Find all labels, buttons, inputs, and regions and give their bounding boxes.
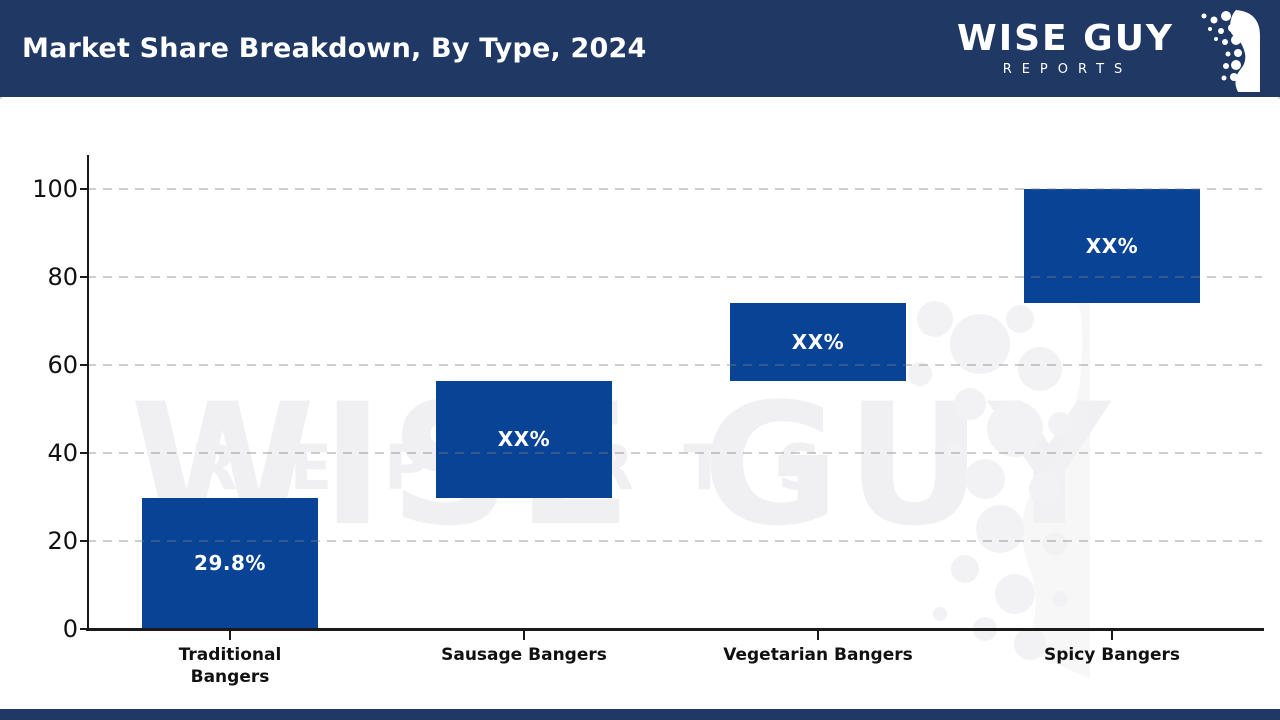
watermark-face-icon xyxy=(854,259,1090,679)
y-tick-label-100: 100 xyxy=(32,175,78,203)
y-tick-mark-100 xyxy=(80,188,88,190)
x-tick-label-3: Spicy Bangers xyxy=(1043,645,1181,665)
y-tick-label-60: 60 xyxy=(47,351,78,379)
chart-canvas: WISE GUY REPORTS 29.8%XX%XX%XX%020406080… xyxy=(0,99,1280,711)
gridline-20 xyxy=(87,540,1262,542)
bar-2 xyxy=(730,302,906,381)
y-tick-label-0: 0 xyxy=(62,615,78,643)
y-tick-mark-60 xyxy=(80,364,88,366)
x-tick-mark-3 xyxy=(1111,631,1113,640)
x-tick-label-2: Vegetarian Bangers xyxy=(723,645,913,665)
y-tick-label-20: 20 xyxy=(47,527,78,555)
bar-3 xyxy=(1024,189,1200,303)
x-tick-label-0: Traditional Bangers xyxy=(178,645,282,687)
x-tick-label-1: Sausage Bangers xyxy=(441,645,607,665)
y-tick-mark-40 xyxy=(80,452,88,454)
gridline-60 xyxy=(87,364,1262,366)
header-bar: Market Share Breakdown, By Type, 2024 WI… xyxy=(0,0,1280,97)
y-tick-mark-80 xyxy=(80,276,88,278)
gridline-100 xyxy=(87,188,1262,190)
bar-value-label-1: XX% xyxy=(497,427,551,452)
page-title: Market Share Breakdown, By Type, 2024 xyxy=(22,33,647,64)
x-tick-mark-1 xyxy=(523,631,525,640)
footer-bar xyxy=(0,709,1280,720)
y-tick-label-40: 40 xyxy=(47,439,78,467)
gridline-80 xyxy=(87,276,1262,278)
brand-logo: WISE GUY REPORTS xyxy=(957,6,1262,92)
bar-value-label-2: XX% xyxy=(791,329,845,354)
bar-1 xyxy=(436,380,612,498)
bar-value-label-3: XX% xyxy=(1085,233,1139,258)
y-tick-label-80: 80 xyxy=(47,263,78,291)
gridline-40 xyxy=(87,452,1262,454)
bar-value-label-0: 29.8% xyxy=(194,551,266,576)
brand-logo-text: WISE GUY REPORTS xyxy=(956,18,1174,77)
x-axis-line xyxy=(86,628,1264,631)
y-tick-mark-0 xyxy=(80,628,88,630)
x-tick-mark-0 xyxy=(229,631,231,640)
brand-logo-line2: REPORTS xyxy=(1002,62,1133,77)
bar-0 xyxy=(142,497,318,629)
x-tick-mark-2 xyxy=(817,631,819,640)
y-axis-line xyxy=(87,155,89,631)
y-tick-mark-20 xyxy=(80,540,88,542)
brand-face-icon xyxy=(1201,9,1260,92)
brand-logo-line1: WISE GUY xyxy=(956,18,1174,59)
